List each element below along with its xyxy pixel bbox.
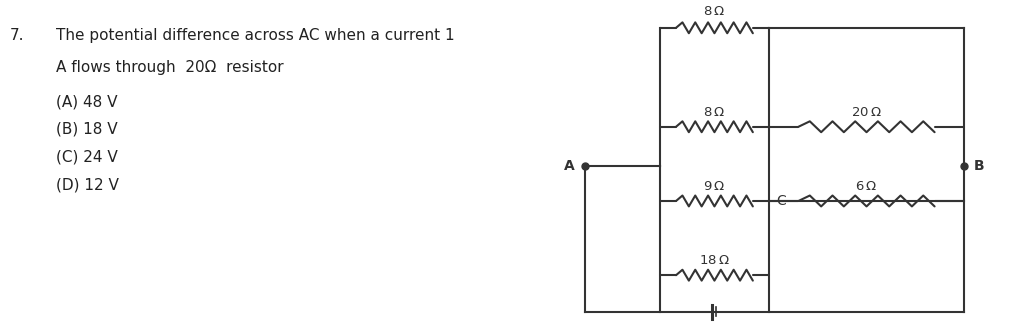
Text: $9\,\Omega$: $9\,\Omega$ xyxy=(703,180,726,193)
Text: $8\,\Omega$: $8\,\Omega$ xyxy=(703,106,726,119)
Text: $8\,\Omega$: $8\,\Omega$ xyxy=(703,5,726,18)
Text: $20\,\Omega$: $20\,\Omega$ xyxy=(851,106,882,119)
Text: $6\,\Omega$: $6\,\Omega$ xyxy=(855,180,878,193)
Text: $18\,\Omega$: $18\,\Omega$ xyxy=(699,254,730,267)
Text: (D) 12 V: (D) 12 V xyxy=(56,177,119,192)
Text: C: C xyxy=(776,194,786,208)
Text: 7.: 7. xyxy=(9,28,24,43)
Text: B: B xyxy=(974,159,984,173)
Text: A flows through  20Ω  resistor: A flows through 20Ω resistor xyxy=(56,61,284,75)
Text: (C) 24 V: (C) 24 V xyxy=(56,150,118,165)
Text: A: A xyxy=(564,159,574,173)
Text: (B) 18 V: (B) 18 V xyxy=(56,122,118,137)
Text: (A) 48 V: (A) 48 V xyxy=(56,94,118,109)
Text: The potential difference across AC when a current 1: The potential difference across AC when … xyxy=(56,28,455,43)
